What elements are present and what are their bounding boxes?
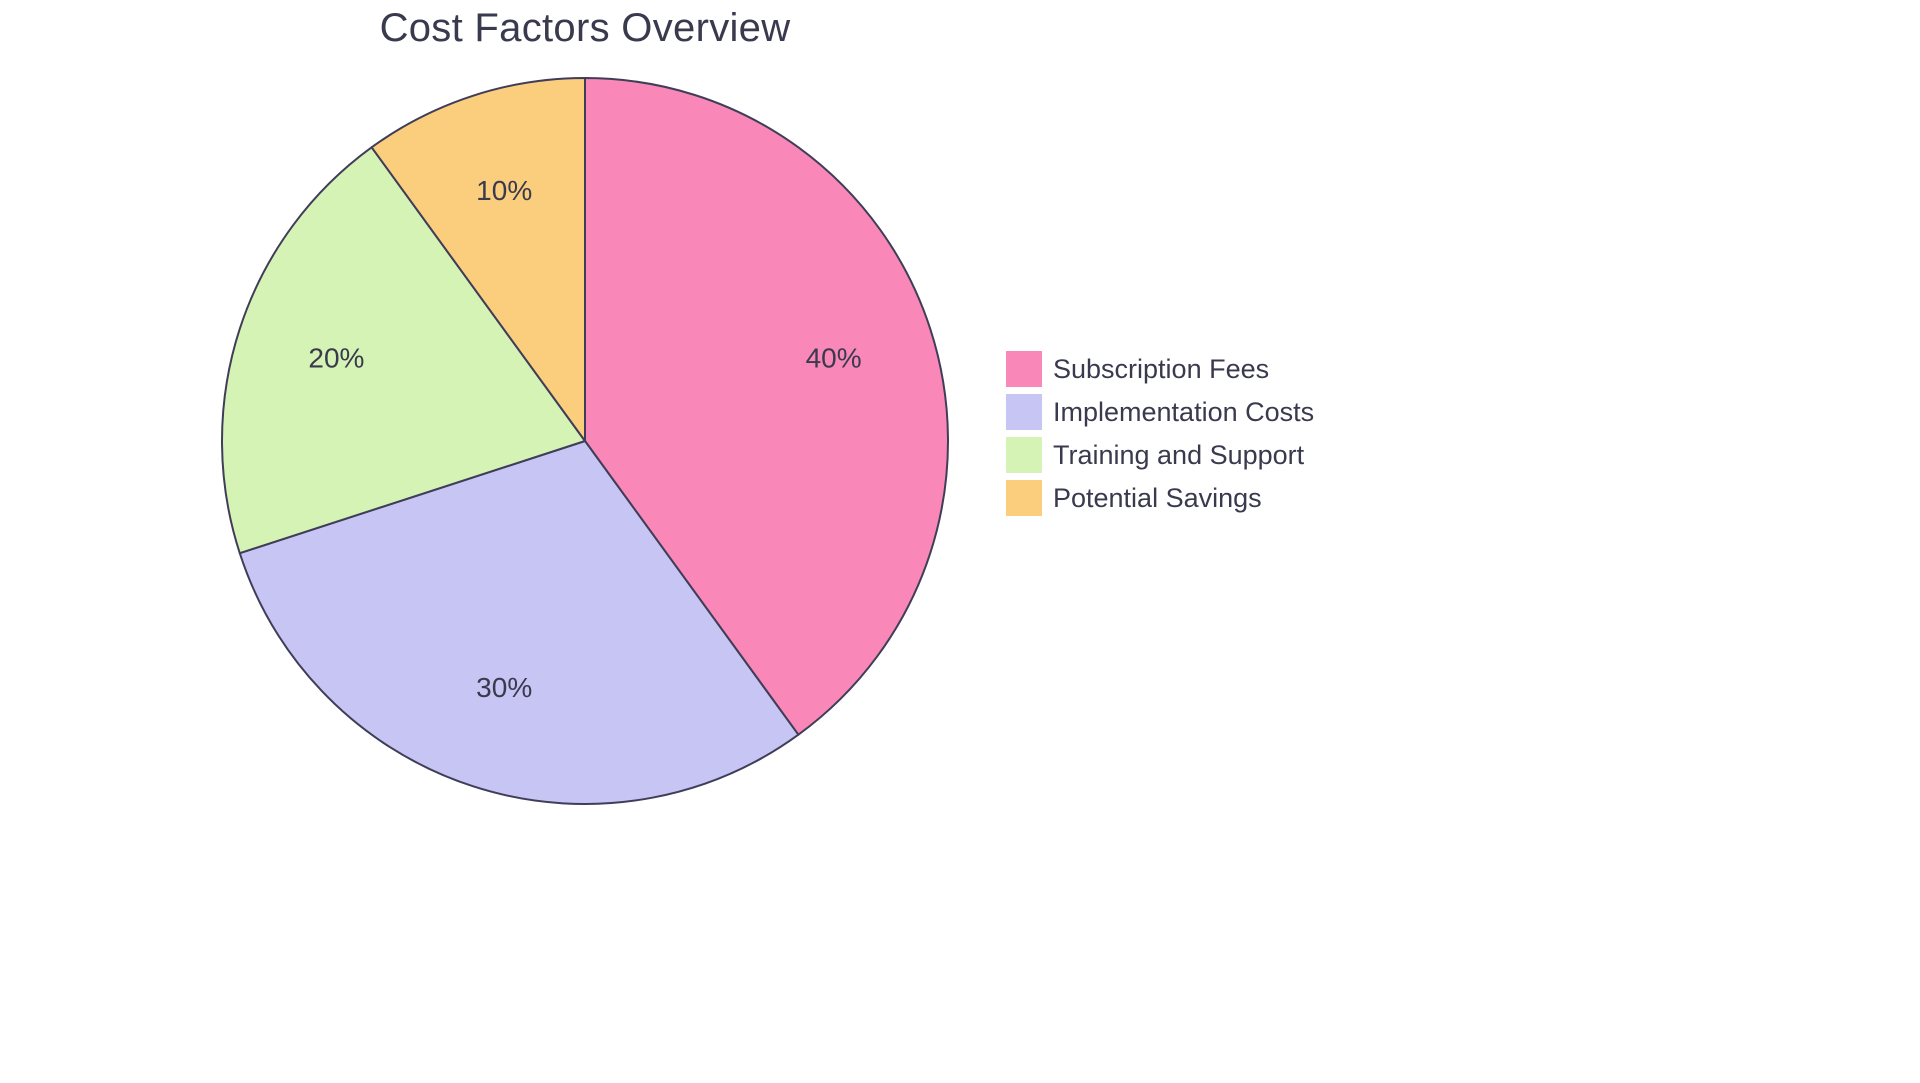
pie-slice-percent-label-potential-savings: 10%	[476, 175, 532, 206]
legend-swatch-potential-savings	[1006, 480, 1042, 516]
legend-item-label: Potential Savings	[1053, 482, 1262, 513]
legend-item-subscription-fees: Subscription Fees	[1006, 351, 1314, 387]
pie-slice-percent-label-training-and-support: 20%	[308, 343, 364, 374]
pie-slice-subscription-fees	[584, 77, 949, 736]
pie-slice-implementation-costs	[238, 440, 800, 805]
legend-item-potential-savings: Potential Savings	[1006, 480, 1314, 516]
legend-item-label: Implementation Costs	[1053, 396, 1315, 427]
chart-title: Cost Factors Overview	[379, 6, 791, 50]
pie-slice-percent-label-subscription-fees: 40%	[806, 343, 862, 374]
pie-slice-training-and-support	[221, 146, 586, 555]
legend: Subscription Fees Implementation Costs Tra…	[1006, 351, 1314, 516]
legend-item-label: Subscription Fees	[1053, 353, 1270, 384]
legend-swatch-training-and-support	[1006, 437, 1042, 473]
pie-slice-percent-label-implementation-costs: 30%	[476, 672, 532, 703]
legend-item-implementation-costs: Implementation Costs	[1006, 394, 1314, 430]
legend-item-label: Training and Support	[1053, 439, 1305, 470]
legend-swatch-subscription-fees	[1006, 351, 1042, 387]
pie-slice-potential-savings	[370, 77, 586, 442]
legend-swatch-implementation-costs	[1006, 394, 1042, 430]
legend-item-training-and-support: Training and Support	[1006, 437, 1314, 473]
